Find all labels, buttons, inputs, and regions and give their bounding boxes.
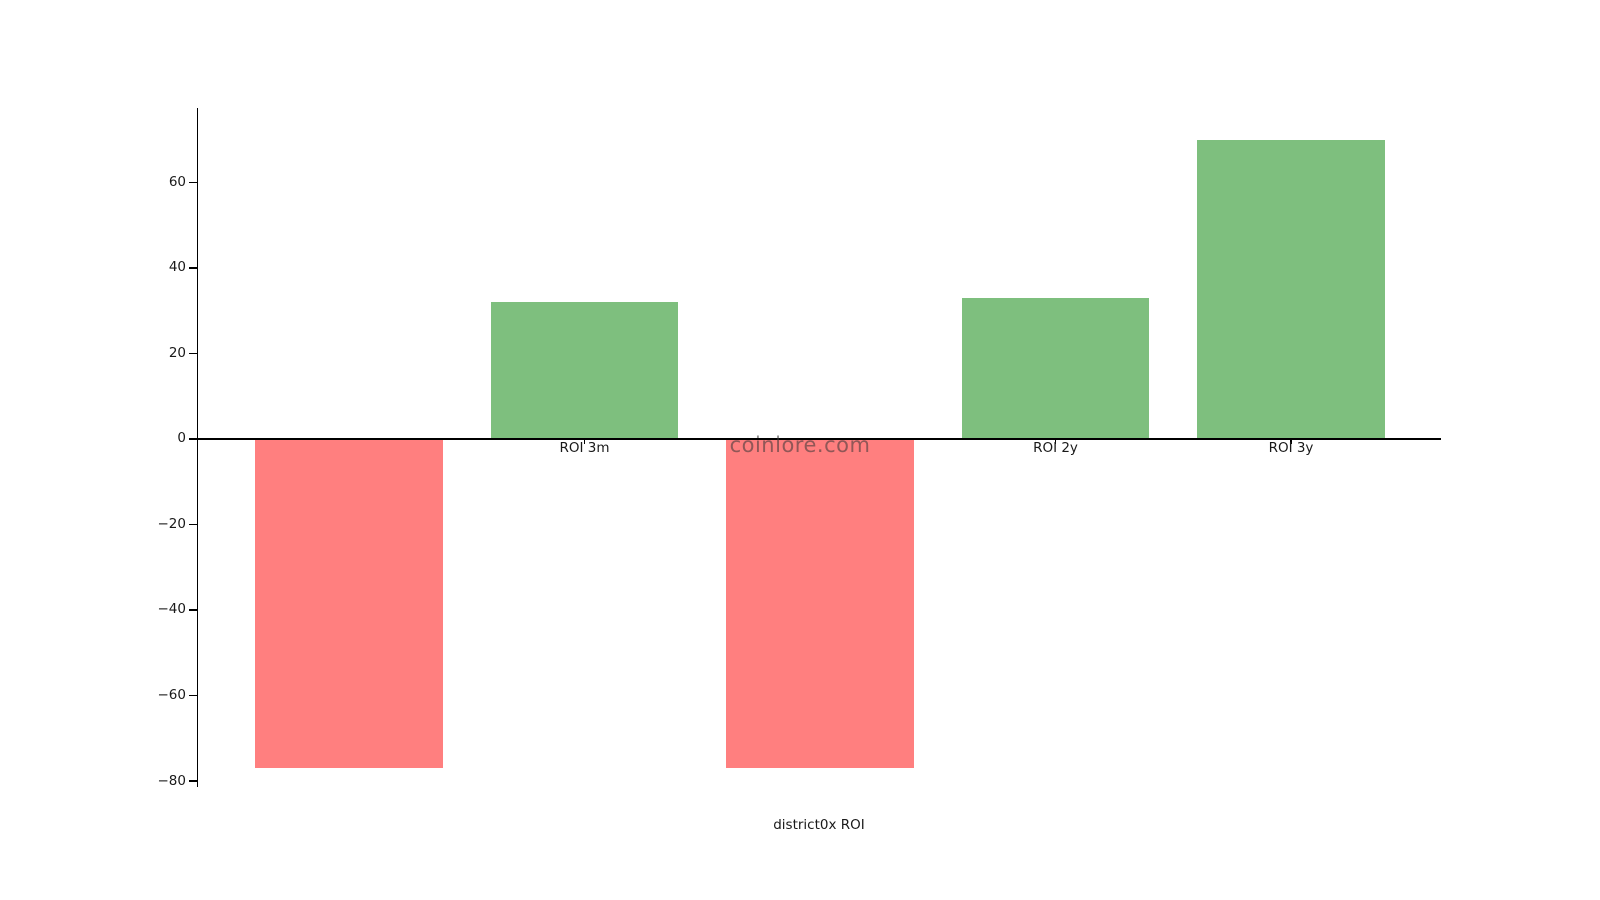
y-tick xyxy=(188,780,197,782)
x-tick xyxy=(583,438,586,444)
y-tick xyxy=(188,694,197,697)
x-tick xyxy=(1054,438,1057,444)
bar-4 xyxy=(961,297,1150,439)
bar-3 xyxy=(726,439,914,769)
x-axis-title: district0x ROI xyxy=(773,817,865,833)
y-tick xyxy=(188,609,197,611)
y-tick xyxy=(188,523,197,526)
x-tick-label: ROI 2y xyxy=(1033,439,1078,456)
y-tick-label: 0 xyxy=(177,430,186,447)
y-tick-label: 40 xyxy=(168,259,186,276)
y-axis-spine xyxy=(196,108,198,787)
y-tick-label: −40 xyxy=(157,601,187,618)
x-tick xyxy=(1290,438,1292,444)
y-tick-label: 60 xyxy=(168,173,186,190)
y-tick xyxy=(188,267,197,269)
x-axis-line xyxy=(196,438,1441,440)
bar-1 xyxy=(255,439,443,769)
y-tick-label: −20 xyxy=(157,515,187,532)
y-tick xyxy=(188,352,197,355)
y-tick xyxy=(188,181,197,184)
bar-5 xyxy=(1197,139,1385,439)
y-tick-label: −60 xyxy=(157,686,187,703)
bar-2 xyxy=(490,302,679,439)
y-tick-label: 20 xyxy=(168,344,186,361)
watermark-text: coinlore.com xyxy=(729,433,871,457)
x-tick-label: ROI 3y xyxy=(1268,439,1314,456)
y-tick xyxy=(188,438,197,440)
x-tick-label: ROI 3m xyxy=(559,439,610,456)
y-tick-label: −80 xyxy=(157,772,187,789)
